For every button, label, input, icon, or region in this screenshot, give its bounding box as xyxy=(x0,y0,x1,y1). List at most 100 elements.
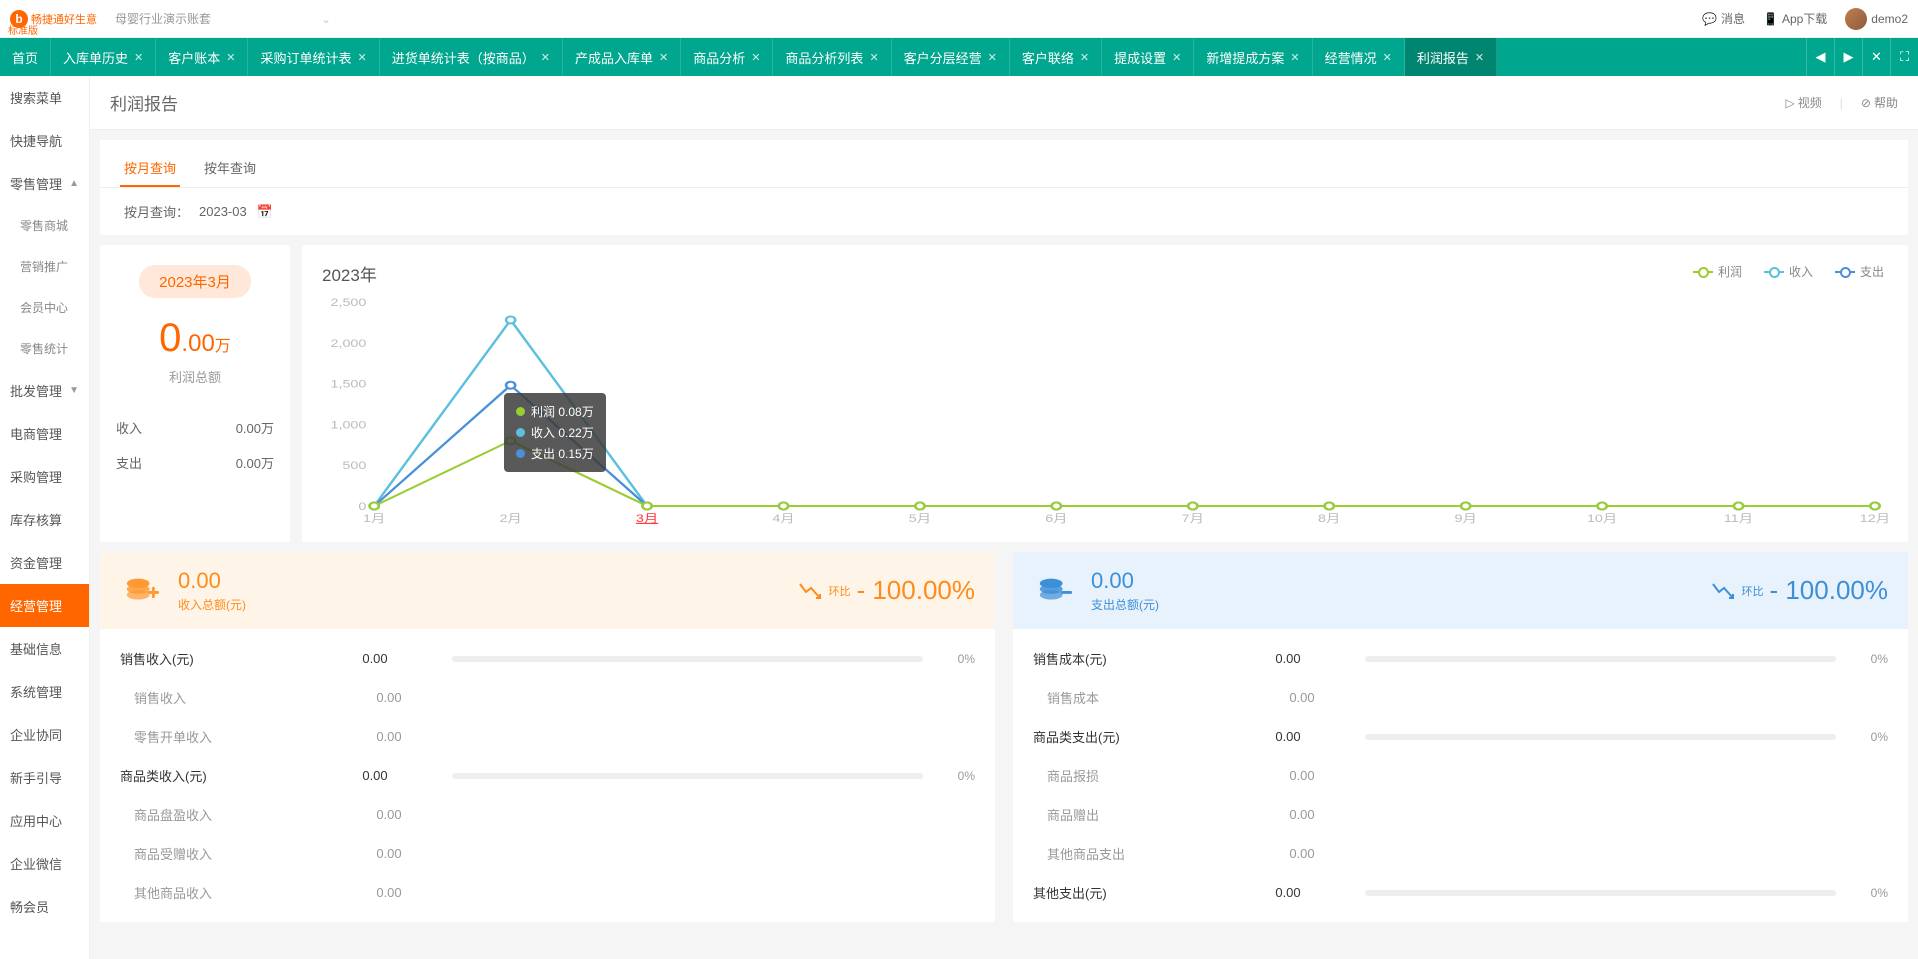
sidebar-item[interactable]: 搜索菜单 xyxy=(0,76,89,119)
tab-label: 客户分层经营 xyxy=(904,48,982,67)
sidebar-item[interactable]: 应用中心 xyxy=(0,799,89,842)
close-icon[interactable]: ✕ xyxy=(1080,51,1089,64)
sidebar-item[interactable]: 零售统计 xyxy=(0,328,89,369)
tab-close-all-button[interactable]: ✕ xyxy=(1862,38,1890,76)
tab[interactable]: 利润报告✕ xyxy=(1405,38,1497,76)
panel-row-label: 零售开单收入 xyxy=(134,727,324,746)
close-icon[interactable]: ✕ xyxy=(751,51,760,64)
sidebar-item[interactable]: 零售商城 xyxy=(0,205,89,246)
org-selector[interactable]: 母婴行业演示账套 ⌄ xyxy=(115,10,331,27)
tab[interactable]: 经营情况✕ xyxy=(1313,38,1405,76)
expense-nums: 0.00 支出总额(元) xyxy=(1091,568,1159,613)
tab[interactable]: 产成品入库单✕ xyxy=(563,38,681,76)
tab-label: 商品分析 xyxy=(693,48,745,67)
panel-row-value: 0.00 xyxy=(310,768,440,783)
sidebar-item[interactable]: 会员中心 xyxy=(0,287,89,328)
tab-label: 进货单统计表（按商品） xyxy=(392,48,535,67)
query-card: 按月查询 按年查询 按月查询： 2023-03 📅 xyxy=(100,140,1908,235)
tab[interactable]: 新增提成方案✕ xyxy=(1194,38,1312,76)
tab[interactable]: 商品分析列表✕ xyxy=(773,38,891,76)
tab[interactable]: 入库单历史 ✕ xyxy=(51,38,156,76)
sidebar-item[interactable]: 营销推广 xyxy=(0,246,89,287)
sidebar-item[interactable]: 快捷导航 xyxy=(0,119,89,162)
sub-tab-year[interactable]: 按年查询 xyxy=(200,150,260,187)
close-icon[interactable]: ✕ xyxy=(1383,51,1392,64)
tab[interactable]: 客户账本 ✕ xyxy=(156,38,248,76)
tab[interactable]: 采购订单统计表 ✕ xyxy=(248,38,379,76)
message-button[interactable]: 💬 消息 xyxy=(1702,10,1745,27)
sidebar-item[interactable]: 资金管理 xyxy=(0,541,89,584)
panel-row: 商品赠出 0.00 xyxy=(1033,795,1888,834)
legend-item: .legend-line[style*='#9acd32']::after{bo… xyxy=(1693,263,1742,280)
close-icon[interactable]: ✕ xyxy=(541,51,550,64)
close-icon[interactable]: ✕ xyxy=(358,51,367,64)
close-icon[interactable]: ✕ xyxy=(226,51,235,64)
legend-item: .legend-line[style*='#4a90d9']::after{bo… xyxy=(1835,263,1884,280)
sidebar-item[interactable]: 采购管理 xyxy=(0,455,89,498)
fullscreen-button[interactable]: ⛶ xyxy=(1890,38,1918,76)
sidebar-item[interactable]: 经营管理 xyxy=(0,584,89,627)
sidebar-item[interactable]: 企业微信 xyxy=(0,842,89,885)
profit-total: 0.00万 xyxy=(116,316,274,361)
tooltip-text: 支出 0.15万 xyxy=(531,445,594,462)
panel-row-value: 0.00 xyxy=(324,729,454,744)
sidebar-item[interactable]: 系统管理 xyxy=(0,670,89,713)
sidebar-item[interactable]: 批发管理▼ xyxy=(0,369,89,412)
close-icon[interactable]: ✕ xyxy=(659,51,668,64)
tab-next-button[interactable]: ▶ xyxy=(1834,38,1862,76)
sub-tab-month[interactable]: 按月查询 xyxy=(120,150,180,187)
chevron-down-icon: ⌄ xyxy=(321,12,331,26)
tab[interactable]: 首页 xyxy=(0,38,51,76)
calendar-icon[interactable]: 📅 xyxy=(257,204,273,220)
panel-row-value: 0.00 xyxy=(310,651,440,666)
tab-label: 客户账本 xyxy=(168,48,220,67)
video-button[interactable]: ▷ 视频 xyxy=(1786,94,1822,111)
tab-label: 采购订单统计表 xyxy=(260,48,351,67)
legend-label: 收入 xyxy=(1789,263,1813,280)
panel-row-label: 商品类支出(元) xyxy=(1033,727,1223,746)
svg-text:1,500: 1,500 xyxy=(331,377,367,390)
close-icon[interactable]: ✕ xyxy=(988,51,997,64)
sidebar-item[interactable]: 企业协同 xyxy=(0,713,89,756)
sidebar-item[interactable]: 库存核算 xyxy=(0,498,89,541)
panel-row-label: 商品报损 xyxy=(1047,766,1237,785)
sidebar-item[interactable]: 新手引导 xyxy=(0,756,89,799)
tab[interactable]: 客户分层经营 ✕ xyxy=(892,38,1010,76)
tab-bar: 首页入库单历史✕客户账本✕采购订单统计表✕进货单统计表（按商品）✕产成品入库单✕… xyxy=(0,38,1918,76)
help-button[interactable]: ⊘ 帮助 xyxy=(1861,94,1898,111)
close-icon[interactable]: ✕ xyxy=(869,51,878,64)
svg-text:11月: 11月 xyxy=(1724,512,1753,525)
user-menu[interactable]: demo2 xyxy=(1845,8,1908,30)
income-pct: - 100.00% xyxy=(856,575,975,606)
org-name: 母婴行业演示账套 xyxy=(115,10,211,27)
close-icon[interactable]: ✕ xyxy=(1290,51,1299,64)
sidebar-item[interactable]: 电商管理 xyxy=(0,412,89,455)
tab-label: 入库单历史 xyxy=(63,48,128,67)
tab[interactable]: 进货单统计表（按商品） ✕ xyxy=(380,38,563,76)
tab-prev-button[interactable]: ◀ xyxy=(1806,38,1834,76)
close-icon[interactable]: ✕ xyxy=(1172,51,1181,64)
tab[interactable]: 客户联络✕ xyxy=(1010,38,1102,76)
tab[interactable]: 商品分析 ✕ xyxy=(681,38,773,76)
tab[interactable]: 提成设置✕ xyxy=(1102,38,1194,76)
sidebar-item[interactable]: 基础信息 xyxy=(0,627,89,670)
page-header: 利润报告 ▷ 视频 | ⊘ 帮助 xyxy=(90,76,1918,130)
close-icon[interactable]: ✕ xyxy=(1475,51,1484,64)
tooltip-row: 收入 0.22万 xyxy=(516,422,594,443)
sidebar-item[interactable]: 零售管理▲ xyxy=(0,162,89,205)
panel-row: 商品受赠收入 0.00 xyxy=(120,834,975,873)
panel-row: 商品报损 0.00 xyxy=(1033,756,1888,795)
sidebar-item[interactable]: 畅会员 xyxy=(0,885,89,928)
panel-row: 其他商品收入 0.00 xyxy=(120,873,975,912)
page-actions: ▷ 视频 | ⊘ 帮助 xyxy=(1786,94,1898,111)
message-label: 消息 xyxy=(1721,10,1745,27)
close-icon[interactable]: ✕ xyxy=(134,51,143,64)
summary-row-key: 收入 xyxy=(116,418,142,437)
panel-row-pct: 0% xyxy=(935,769,975,783)
panel-row-pct: 0% xyxy=(1848,730,1888,744)
panel-row: 销售成本(元) 0.00 0% xyxy=(1033,639,1888,678)
app-download-button[interactable]: 📱 App下载 xyxy=(1763,10,1827,27)
trend-label: 环比 xyxy=(1741,583,1763,599)
panel-row-value: 0.00 xyxy=(1237,807,1367,822)
chart-title: 2023年 xyxy=(322,261,1888,286)
